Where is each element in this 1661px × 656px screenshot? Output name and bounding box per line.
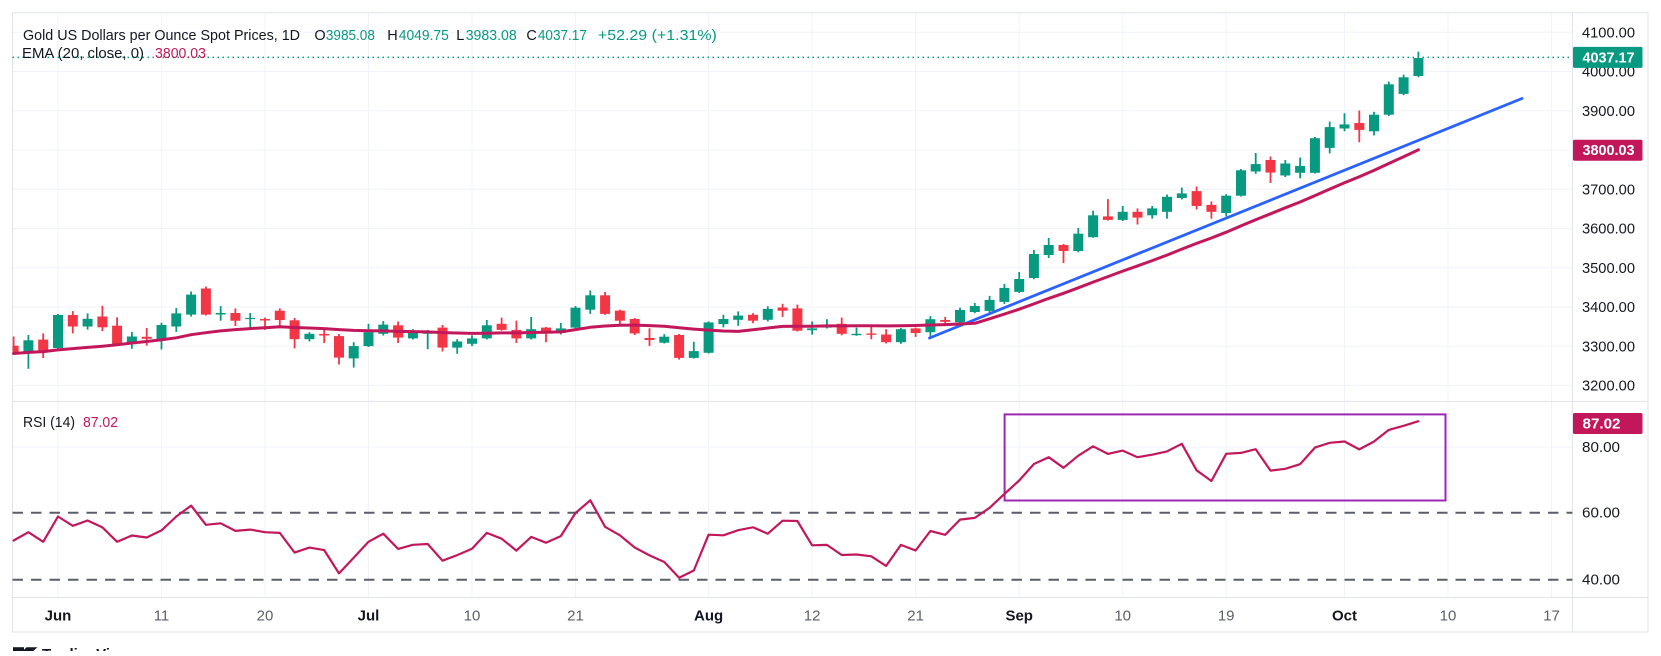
svg-text:L: L	[456, 28, 464, 44]
svg-text:3985.08: 3985.08	[326, 28, 375, 44]
svg-text:17: 17	[1543, 608, 1560, 625]
svg-text:87.02: 87.02	[83, 415, 118, 431]
svg-text:4100.00: 4100.00	[1582, 25, 1635, 41]
svg-text:40.00: 40.00	[1582, 573, 1620, 589]
svg-text:3700.00: 3700.00	[1582, 182, 1635, 198]
svg-text:10: 10	[1440, 608, 1457, 625]
svg-text:21: 21	[567, 608, 584, 625]
svg-text:3300.00: 3300.00	[1582, 339, 1635, 355]
svg-text:Aug: Aug	[694, 608, 723, 625]
svg-text:Jun: Jun	[45, 608, 72, 625]
svg-text:3500.00: 3500.00	[1582, 261, 1635, 277]
svg-text:60.00: 60.00	[1582, 506, 1620, 522]
svg-text:4049.75: 4049.75	[399, 28, 449, 44]
svg-text:19: 19	[1218, 608, 1235, 625]
svg-text:4037.17: 4037.17	[538, 28, 587, 44]
svg-text:87.02: 87.02	[1583, 417, 1621, 433]
svg-text:O: O	[314, 28, 325, 44]
svg-text:EMA (20, close, 0): EMA (20, close, 0)	[22, 46, 144, 62]
svg-text:3900.00: 3900.00	[1582, 104, 1635, 120]
svg-text:12: 12	[804, 608, 821, 625]
svg-text:Sep: Sep	[1005, 608, 1033, 625]
svg-text:11: 11	[154, 608, 170, 625]
svg-text:3800.03: 3800.03	[155, 46, 206, 62]
svg-text:3600.00: 3600.00	[1582, 222, 1635, 238]
svg-text:80.00: 80.00	[1582, 440, 1620, 456]
svg-text:4000.00: 4000.00	[1582, 65, 1635, 81]
svg-text:Jul: Jul	[358, 608, 380, 625]
svg-text:3200.00: 3200.00	[1582, 379, 1635, 395]
svg-text:TradingView: TradingView	[42, 646, 130, 651]
svg-text:10: 10	[464, 608, 481, 625]
svg-text:20: 20	[257, 608, 274, 625]
svg-text:Oct: Oct	[1332, 608, 1357, 625]
svg-text:4037.17: 4037.17	[1583, 50, 1635, 66]
svg-text:C: C	[526, 28, 536, 44]
svg-text:RSI (14): RSI (14)	[23, 415, 75, 431]
svg-text:Gold US Dollars per Ounce Spot: Gold US Dollars per Ounce Spot Prices, 1…	[23, 28, 300, 44]
svg-text:3983.08: 3983.08	[466, 28, 517, 44]
svg-text:+52.29 (+1.31%): +52.29 (+1.31%)	[598, 28, 717, 44]
svg-text:H: H	[387, 28, 397, 44]
svg-text:10: 10	[1114, 608, 1131, 625]
svg-text:21: 21	[907, 608, 924, 625]
svg-text:3800.03: 3800.03	[1583, 143, 1635, 159]
svg-text:3400.00: 3400.00	[1582, 300, 1635, 316]
